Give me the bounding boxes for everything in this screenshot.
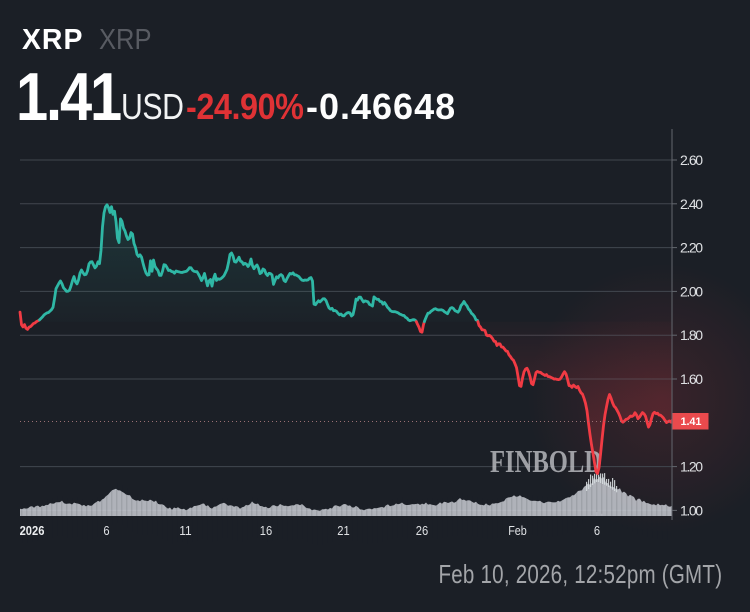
svg-text:21: 21 <box>337 524 349 538</box>
svg-text:2.60: 2.60 <box>680 152 703 168</box>
svg-text:2.00: 2.00 <box>680 283 703 299</box>
svg-text:1.80: 1.80 <box>680 327 703 343</box>
svg-text:FINBOLD: FINBOLD <box>490 443 602 479</box>
svg-text:26: 26 <box>416 524 428 538</box>
svg-text:1.20: 1.20 <box>680 459 703 475</box>
svg-text:11: 11 <box>179 524 191 538</box>
svg-text:16: 16 <box>260 524 272 538</box>
svg-text:6: 6 <box>103 524 109 538</box>
svg-text:2026: 2026 <box>20 524 45 538</box>
svg-text:2.40: 2.40 <box>680 196 703 212</box>
svg-text:6: 6 <box>594 524 600 538</box>
svg-text:1.41: 1.41 <box>681 416 702 428</box>
svg-text:1.00: 1.00 <box>680 502 703 518</box>
svg-text:Feb: Feb <box>508 524 527 538</box>
svg-text:2.20: 2.20 <box>680 240 703 256</box>
svg-text:1.60: 1.60 <box>680 371 703 387</box>
